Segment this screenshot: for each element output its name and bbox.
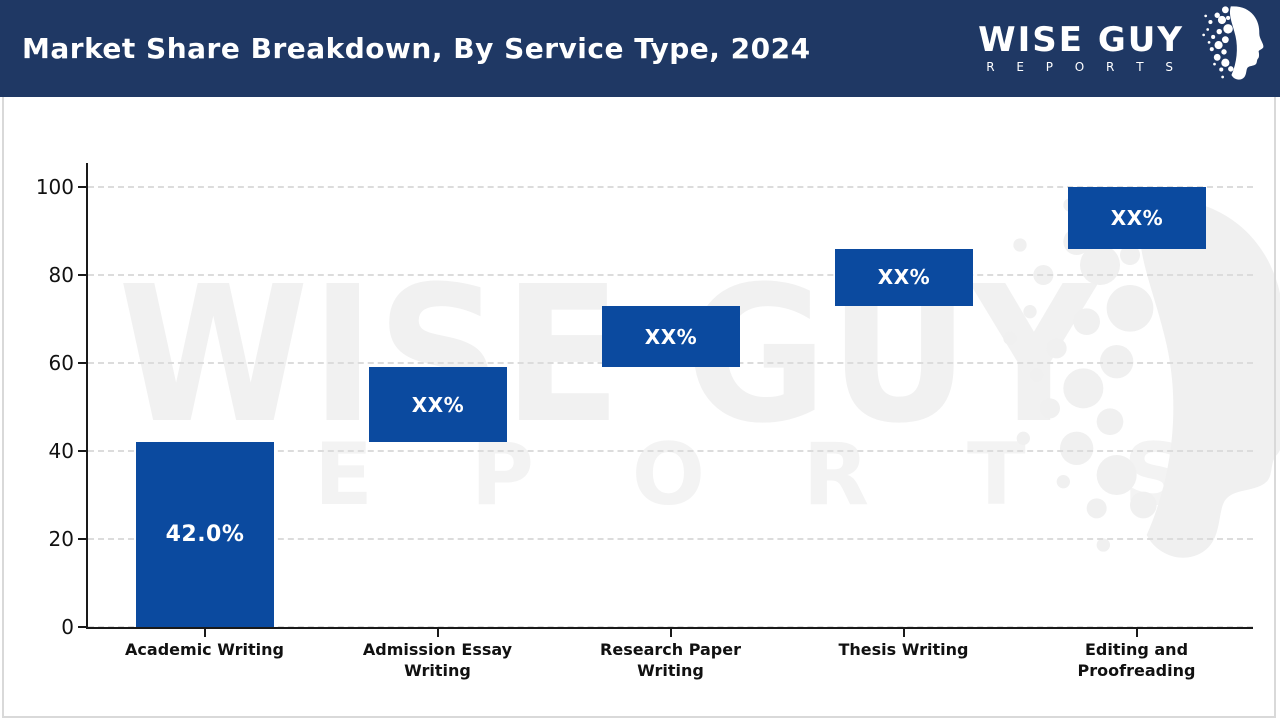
y-axis-tick-label: 80 xyxy=(48,263,74,287)
bar-value-label: XX% xyxy=(644,324,698,349)
bar-segment: XX% xyxy=(369,367,507,443)
y-tick-mark xyxy=(78,538,88,540)
gridline xyxy=(88,186,1253,188)
x-axis-category-label: Admission Essay Writing xyxy=(362,640,513,680)
x-axis-category-label: Academic Writing xyxy=(125,640,284,659)
x-axis-spine xyxy=(86,627,1253,629)
bar-segment: XX% xyxy=(1068,187,1206,249)
y-tick-mark xyxy=(78,626,88,628)
gridline xyxy=(88,538,1253,540)
x-tick-mark xyxy=(436,629,439,637)
gridline xyxy=(88,450,1253,452)
bar-value-label: XX% xyxy=(877,265,931,290)
bar-value-label: XX% xyxy=(1110,205,1164,230)
logo-text: WISE GUY R E P O R T S xyxy=(978,23,1184,74)
logo-wordmark: WISE GUY xyxy=(978,20,1184,60)
y-tick-mark xyxy=(78,186,88,188)
bar-segment: 42.0% xyxy=(136,442,274,627)
x-axis-category-label: Editing and Proofreading xyxy=(1077,640,1196,680)
y-axis-tick-label: 0 xyxy=(61,615,74,639)
watermark-reports-text: R E P O R T S xyxy=(150,425,1220,525)
y-axis-tick-label: 60 xyxy=(48,351,74,375)
x-tick-mark xyxy=(669,629,672,637)
x-tick-mark xyxy=(902,629,905,637)
x-axis-category-label: Thesis Writing xyxy=(838,640,969,659)
logo-face-dots-icon xyxy=(1202,6,1264,80)
y-tick-mark xyxy=(78,362,88,364)
bar-value-label: XX% xyxy=(411,392,465,417)
page-title: Market Share Breakdown, By Service Type,… xyxy=(22,32,811,65)
x-tick-mark xyxy=(203,629,206,637)
header-bar: Market Share Breakdown, By Service Type,… xyxy=(0,0,1280,97)
y-axis-tick-label: 40 xyxy=(48,439,74,463)
bar-value-label: 42.0% xyxy=(165,522,245,548)
bar-segment: XX% xyxy=(602,305,740,368)
gridline xyxy=(88,274,1253,276)
wise-guy-reports-logo: WISE GUY R E P O R T S xyxy=(978,0,1270,97)
y-axis-tick-label: 20 xyxy=(48,527,74,551)
x-tick-mark xyxy=(1135,629,1138,637)
y-axis-spine xyxy=(86,163,88,629)
logo-reports-text: R E P O R T S xyxy=(986,60,1182,74)
y-tick-mark xyxy=(78,274,88,276)
bar-segment: XX% xyxy=(835,248,973,306)
y-axis-tick-label: 100 xyxy=(35,175,74,199)
y-tick-mark xyxy=(78,450,88,452)
x-axis-category-label: Research Paper Writing xyxy=(600,640,741,680)
